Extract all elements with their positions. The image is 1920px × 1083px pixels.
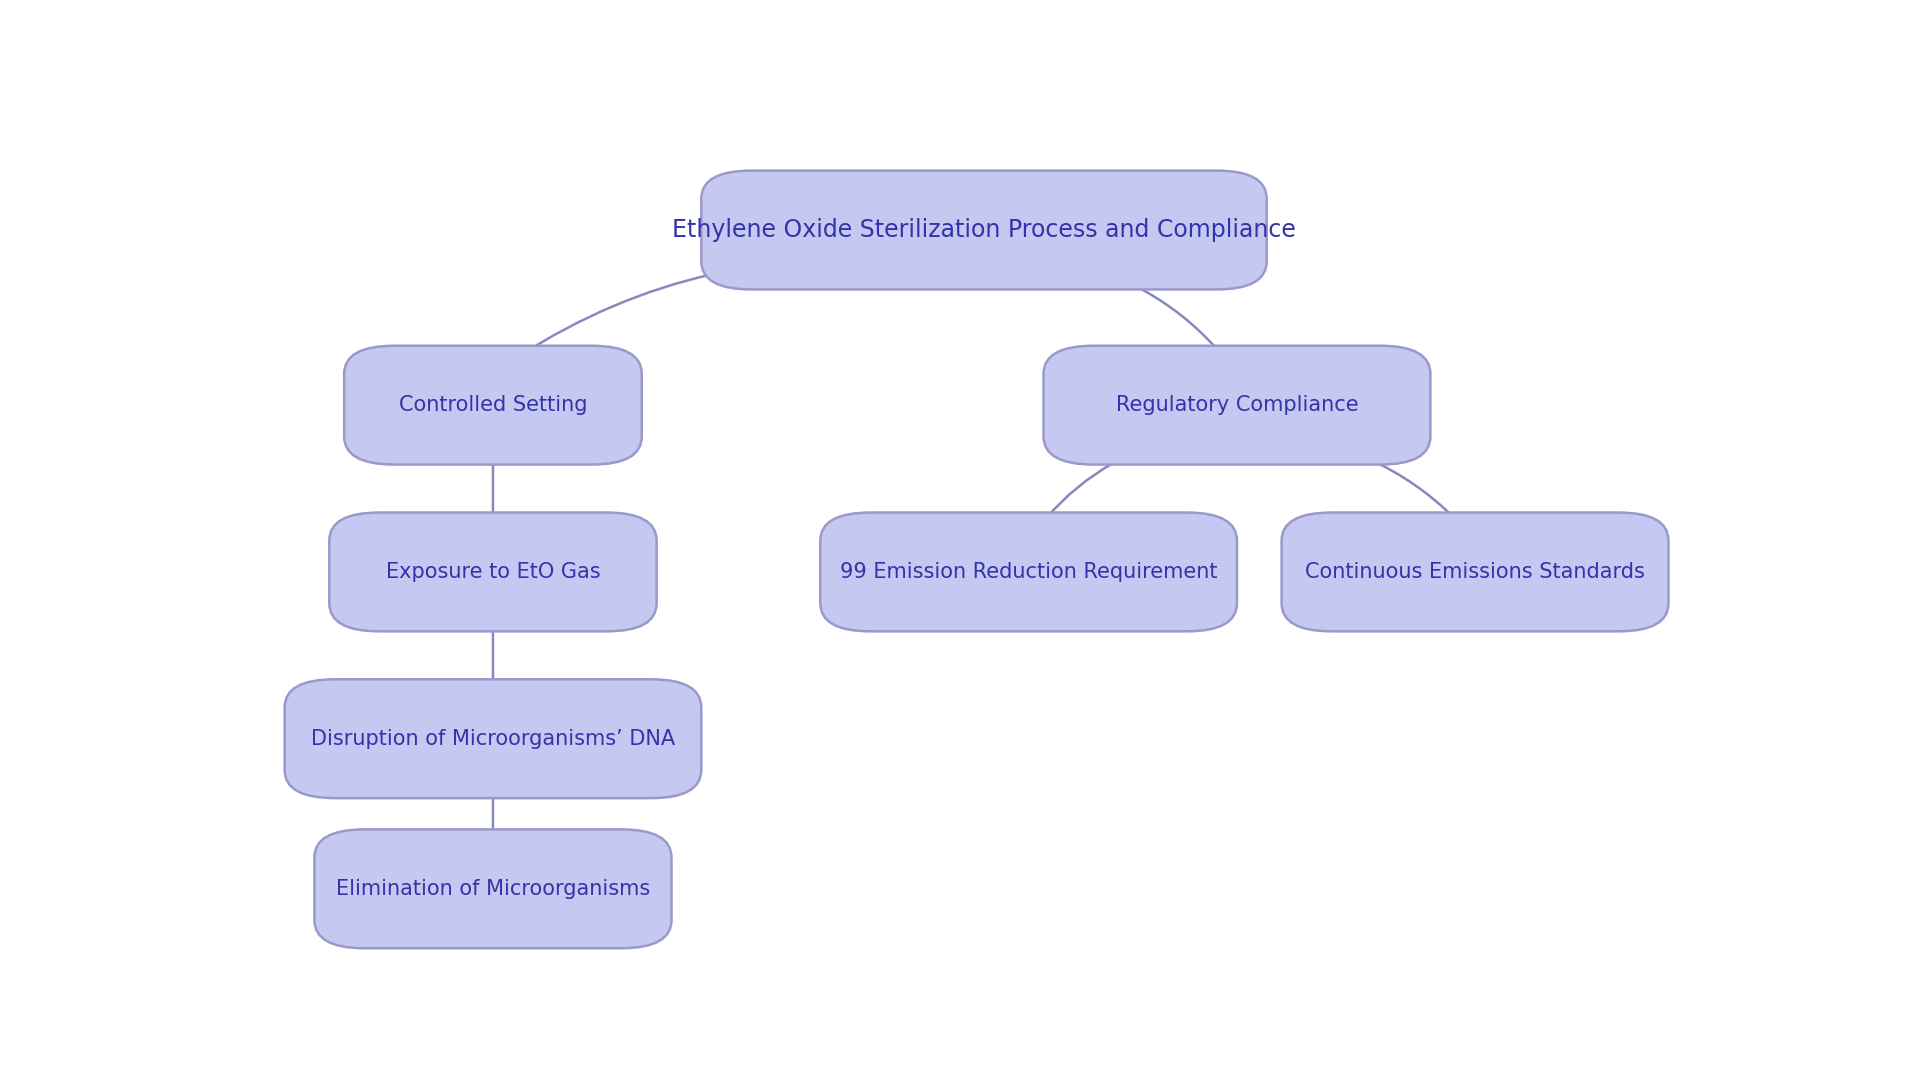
FancyBboxPatch shape — [820, 512, 1236, 631]
FancyBboxPatch shape — [344, 345, 641, 465]
Text: Elimination of Microorganisms: Elimination of Microorganisms — [336, 878, 651, 899]
Text: Disruption of Microorganisms’ DNA: Disruption of Microorganisms’ DNA — [311, 729, 676, 748]
FancyBboxPatch shape — [1283, 512, 1668, 631]
FancyBboxPatch shape — [701, 171, 1267, 289]
FancyBboxPatch shape — [315, 830, 672, 949]
Text: Controlled Setting: Controlled Setting — [399, 395, 588, 415]
Text: Regulatory Compliance: Regulatory Compliance — [1116, 395, 1357, 415]
FancyBboxPatch shape — [1044, 345, 1430, 465]
Text: Exposure to EtO Gas: Exposure to EtO Gas — [386, 562, 601, 582]
FancyBboxPatch shape — [330, 512, 657, 631]
Text: 99 Emission Reduction Requirement: 99 Emission Reduction Requirement — [839, 562, 1217, 582]
Text: Ethylene Oxide Sterilization Process and Compliance: Ethylene Oxide Sterilization Process and… — [672, 218, 1296, 242]
Text: Continuous Emissions Standards: Continuous Emissions Standards — [1306, 562, 1645, 582]
FancyBboxPatch shape — [284, 679, 701, 798]
